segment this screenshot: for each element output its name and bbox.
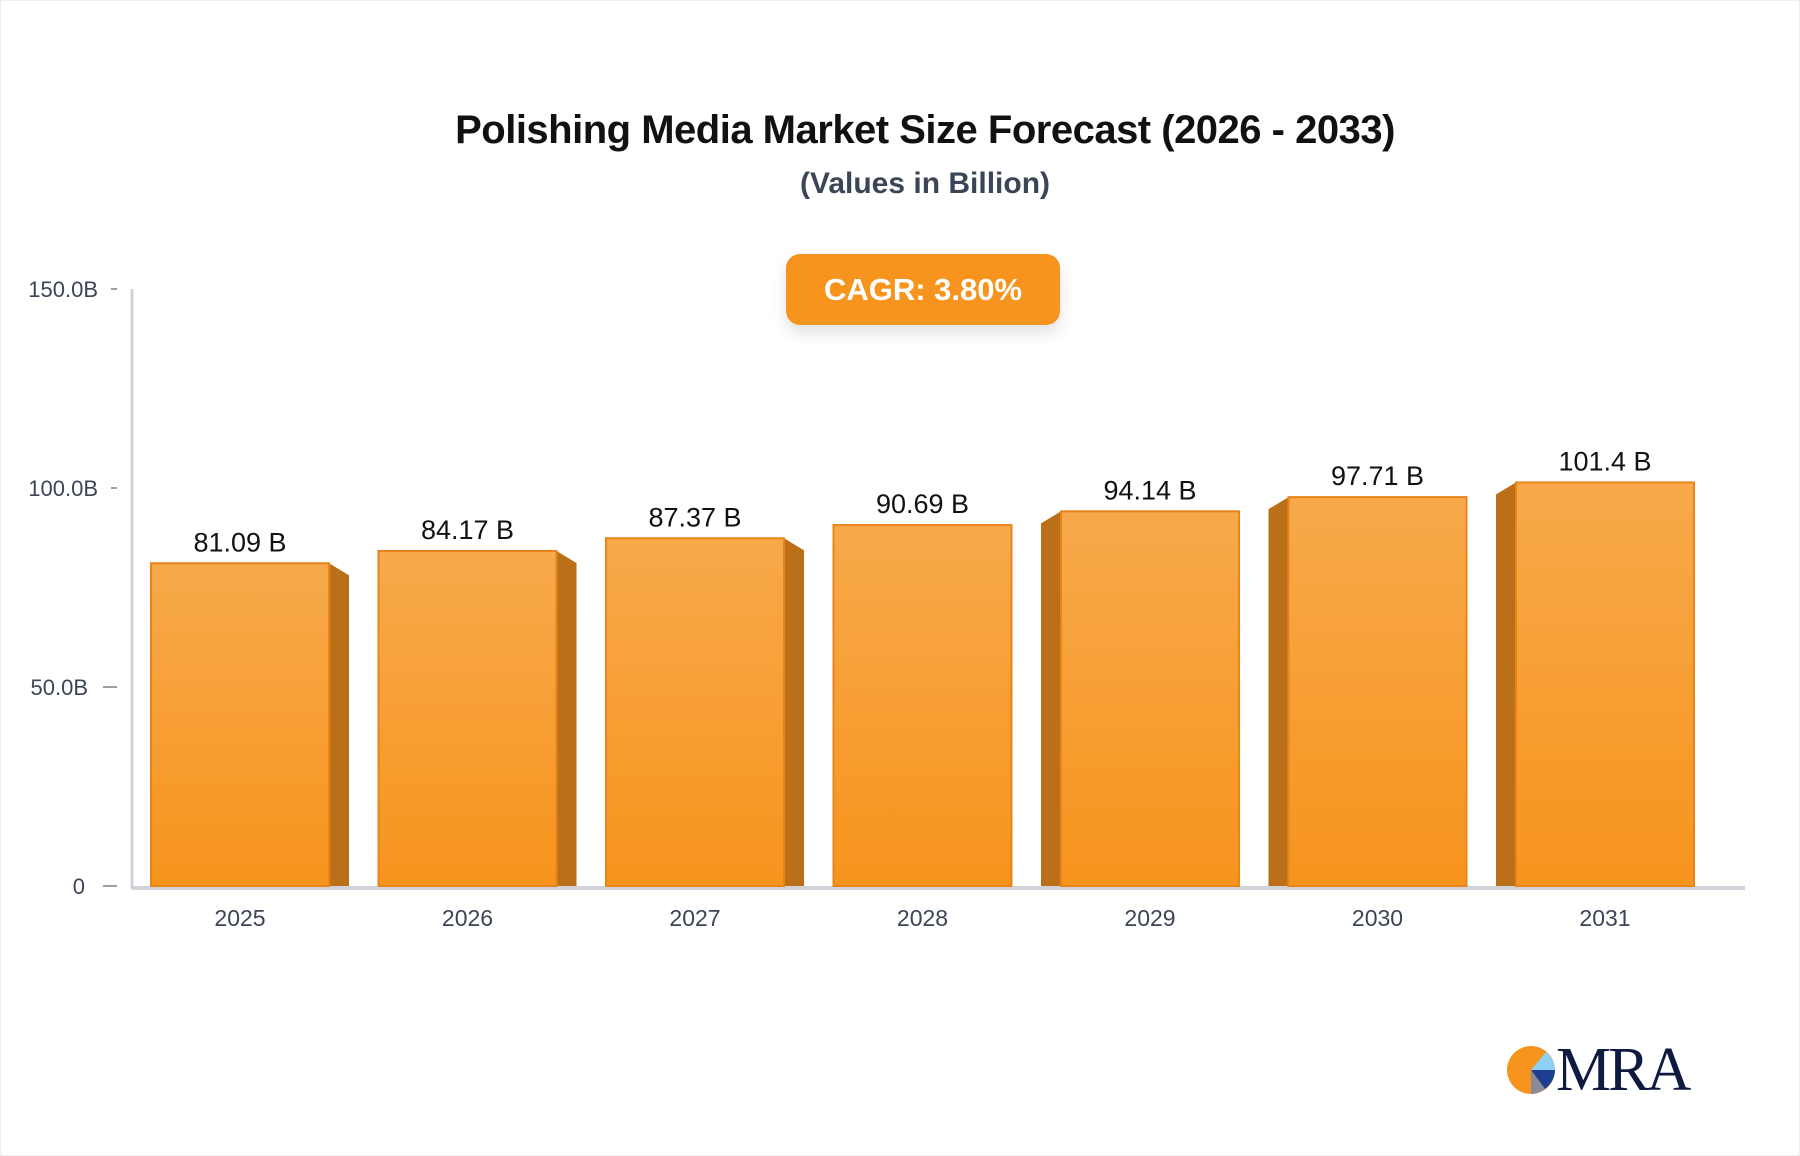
bar-2027[interactable]: 87.37 B xyxy=(605,502,804,887)
bar-value-label: 101.4 B xyxy=(1558,446,1651,476)
bar-front-face xyxy=(1060,510,1240,887)
x-tick-label: 2031 xyxy=(1579,905,1630,931)
y-tick-label: 150.0B xyxy=(28,277,98,302)
bar-front-face xyxy=(150,562,330,887)
logo-text: MRA xyxy=(1556,1036,1691,1104)
chart-title: Polishing Media Market Size Forecast (20… xyxy=(455,108,1395,152)
bar-value-label: 90.69 B xyxy=(876,489,969,519)
bar-value-label: 84.17 B xyxy=(421,515,514,545)
bar-front-face xyxy=(832,524,1013,887)
pie-chart-logo-icon xyxy=(1507,1046,1555,1094)
bar-front-face xyxy=(1287,496,1468,887)
x-tick-label: 2030 xyxy=(1352,905,1403,931)
y-tick-label: 0 xyxy=(73,874,85,899)
bar-side-face xyxy=(556,551,577,886)
x-tick-label: 2029 xyxy=(1124,905,1175,931)
bar-side-face xyxy=(1268,497,1289,886)
bar-value-label: 94.14 B xyxy=(1103,475,1196,505)
bar-side-face xyxy=(1041,511,1061,886)
bar-2025[interactable]: 81.09 B xyxy=(150,527,349,887)
x-tick-label: 2026 xyxy=(442,905,493,931)
axes: 0 50.0B 100.0B 150.0B 2025 2026 2027 2028 2029 20… xyxy=(28,277,1745,931)
bar-front-face xyxy=(605,537,785,887)
bar-2031[interactable]: 101.4 B xyxy=(1496,446,1695,887)
bar-front-face xyxy=(377,550,558,888)
x-tick-label: 2027 xyxy=(669,905,720,931)
y-tick-label: 50.0B xyxy=(31,675,89,700)
bar-value-label: 87.37 B xyxy=(648,502,741,532)
y-tick-label: 100.0B xyxy=(28,476,98,501)
x-tick-label: 2025 xyxy=(214,905,265,931)
bar-2030[interactable]: 97.71 B xyxy=(1268,461,1468,887)
bar-side-face xyxy=(784,538,804,886)
bar-front-face xyxy=(1515,481,1695,887)
bar-side-face xyxy=(329,563,349,886)
chart-subtitle: (Values in Billion) xyxy=(799,167,1051,200)
bars: 81.09 B 84.17 B 87.37 B 90.69 B 94.14 B 97.71… xyxy=(150,446,1695,888)
bar-side-face xyxy=(1496,482,1516,886)
bar-value-label: 81.09 B xyxy=(193,527,286,557)
cagr-badge: CAGR: 3.80% xyxy=(786,254,1060,325)
bar-2029[interactable]: 94.14 B xyxy=(1041,475,1240,887)
bar-value-label: 97.71 B xyxy=(1331,461,1424,491)
x-tick-label: 2028 xyxy=(897,905,948,931)
bar-2026[interactable]: 84.17 B xyxy=(377,515,577,888)
bar-2028[interactable]: 90.69 B xyxy=(832,489,1013,887)
